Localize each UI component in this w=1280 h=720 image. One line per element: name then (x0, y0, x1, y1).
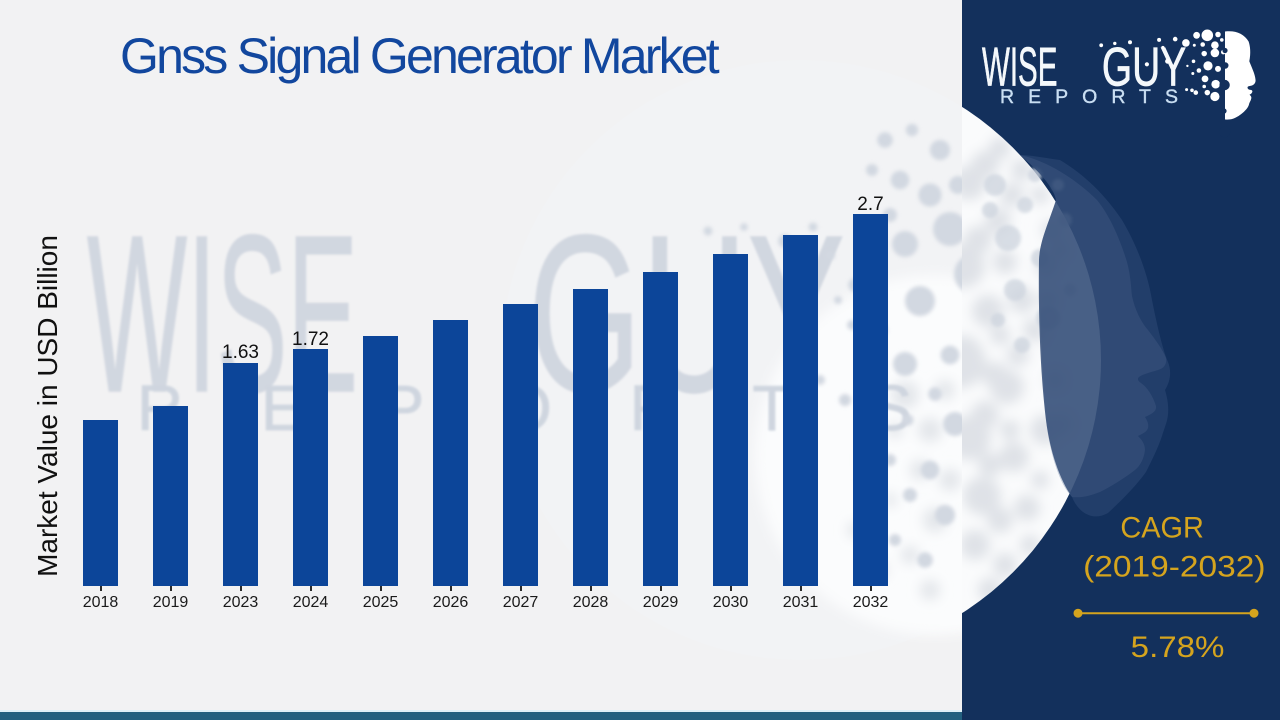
svg-text:5.78%: 5.78% (1131, 631, 1225, 664)
svg-text:GUY: GUY (1102, 37, 1186, 98)
svg-text:(2019-2032): (2019-2032) (1083, 551, 1266, 584)
svg-text:WISE: WISE (87, 189, 358, 439)
svg-text:CAGR: CAGR (1120, 511, 1204, 544)
svg-text:WISE: WISE (982, 37, 1057, 98)
